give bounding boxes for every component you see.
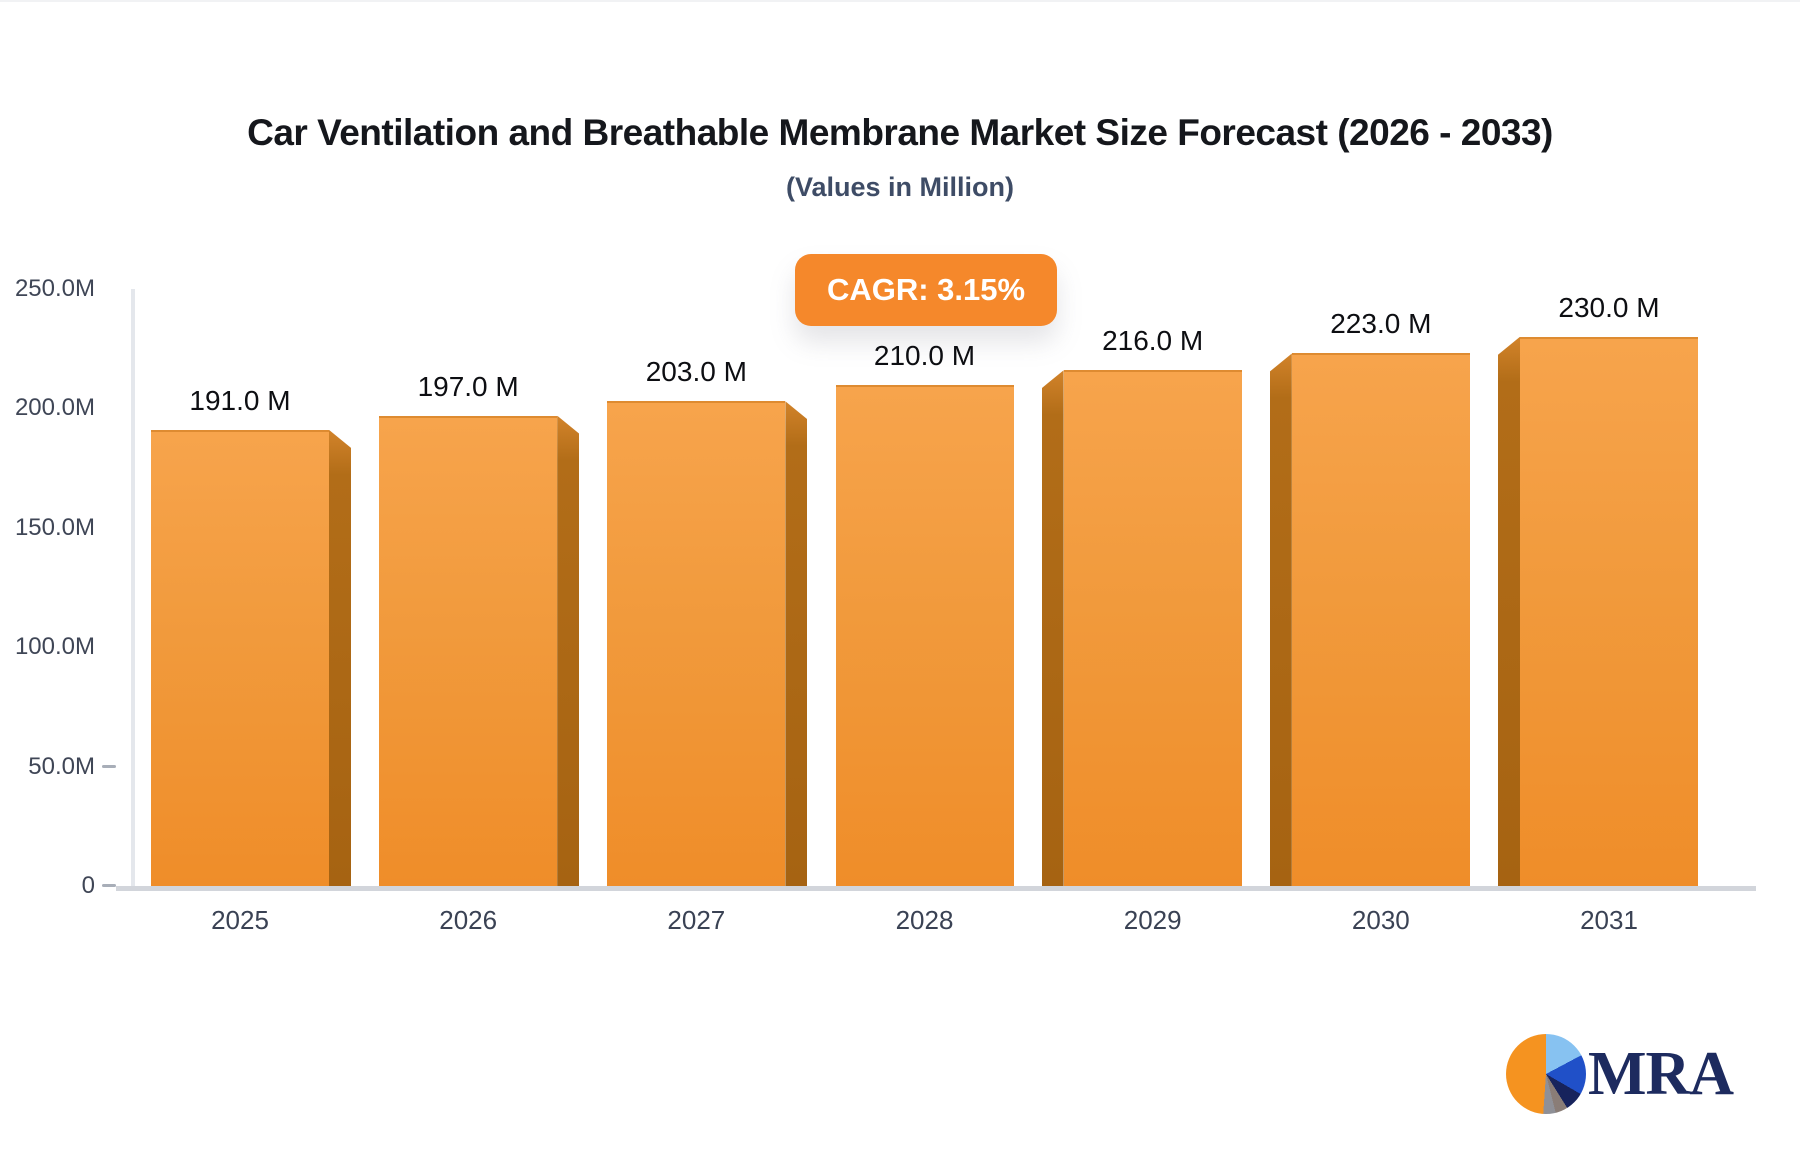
y-axis-line [131,289,135,886]
y-axis-label: 100.0M [14,633,95,661]
bar-2025 [151,429,329,886]
bar-side-3d [1498,336,1520,886]
brand-logo: MRA [1506,1034,1734,1114]
bar-2028 [835,384,1014,886]
x-axis-label: 2026 [439,905,498,935]
brand-logo-text: MRA [1588,1040,1734,1108]
bar-value-label: 230.0 M [1558,291,1660,323]
bar-value-label: 203.0 M [645,356,747,388]
page-subtitle: (Values in Million) [785,172,1015,202]
y-axis-label: 150.0M [14,513,95,541]
bar-value-label: 210.0 M [873,339,976,371]
bar-side-3d [557,415,580,886]
y-axis-label: 0 [81,872,95,899]
y-axis-tick [102,764,116,768]
bar-value-label: 197.0 M [417,370,519,402]
bar-side-3d [1269,353,1292,886]
pie-chart-icon [1506,1034,1586,1114]
bar-2029 [1063,370,1242,886]
bar-2026 [379,415,558,886]
x-axis-label: 2029 [1123,905,1182,935]
cagr-badge: CAGR: 3.15% [795,254,1057,326]
bar-value-label: 191.0 M [189,384,291,416]
bar-value-label: 223.0 M [1330,308,1432,340]
bar-2031 [1520,336,1698,886]
bar-side-3d [1041,370,1064,886]
x-axis-label: 2031 [1580,905,1638,935]
bar-value-label: 216.0 M [1102,325,1204,357]
page-title: Car Ventilation and Breathable Membrane … [247,112,1553,153]
x-axis-label: 2027 [667,905,726,935]
x-axis-label: 2025 [211,905,269,935]
x-axis-line [116,886,1756,891]
x-axis-label: 2030 [1351,905,1410,935]
y-axis-label: 250.0M [14,275,95,302]
y-axis-label: 200.0M [14,394,95,422]
x-axis-label: 2028 [895,905,954,935]
y-axis-tick [102,884,116,887]
bar-2027 [607,401,786,886]
y-axis-label: 50.0M [28,752,95,780]
cagr-badge-label: CAGR: 3.15% [826,272,1026,307]
bar-2030 [1291,353,1470,886]
bar-side-3d [785,401,808,886]
bar-side-3d [329,429,351,886]
